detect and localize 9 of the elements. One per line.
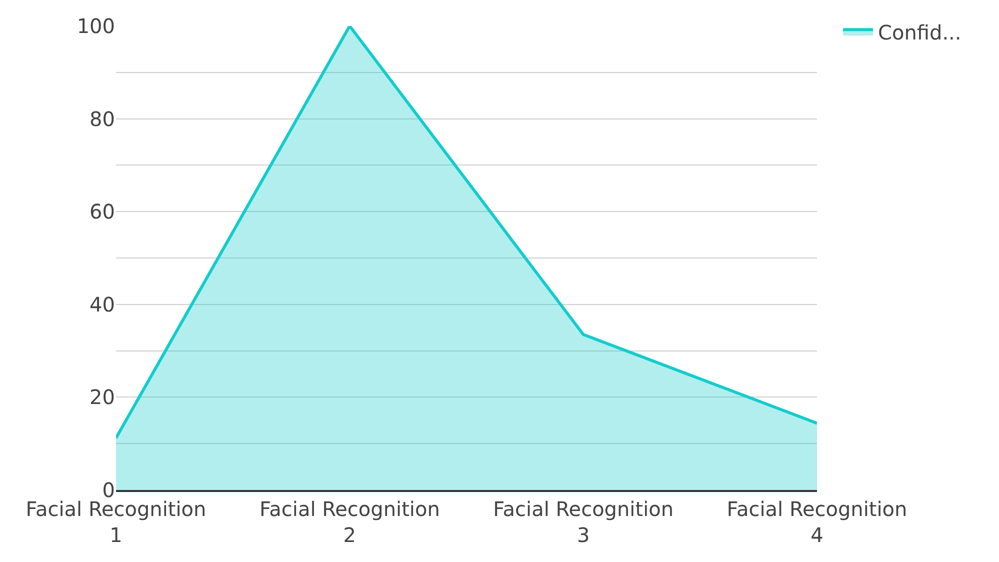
x-tick-label: Facial Recognition 2 — [259, 497, 440, 547]
y-tick-label: 60 — [90, 200, 115, 224]
x-tick-label: Facial Recognition 3 — [493, 497, 674, 547]
x-tick-label: Facial Recognition 4 — [726, 497, 908, 547]
y-tick-label: 100 — [76, 14, 115, 38]
y-tick-label: 20 — [90, 385, 115, 410]
y-tick-label: 40 — [90, 292, 115, 316]
y-tick-label: 80 — [90, 106, 115, 131]
legend-label: Confid... — [878, 20, 962, 44]
